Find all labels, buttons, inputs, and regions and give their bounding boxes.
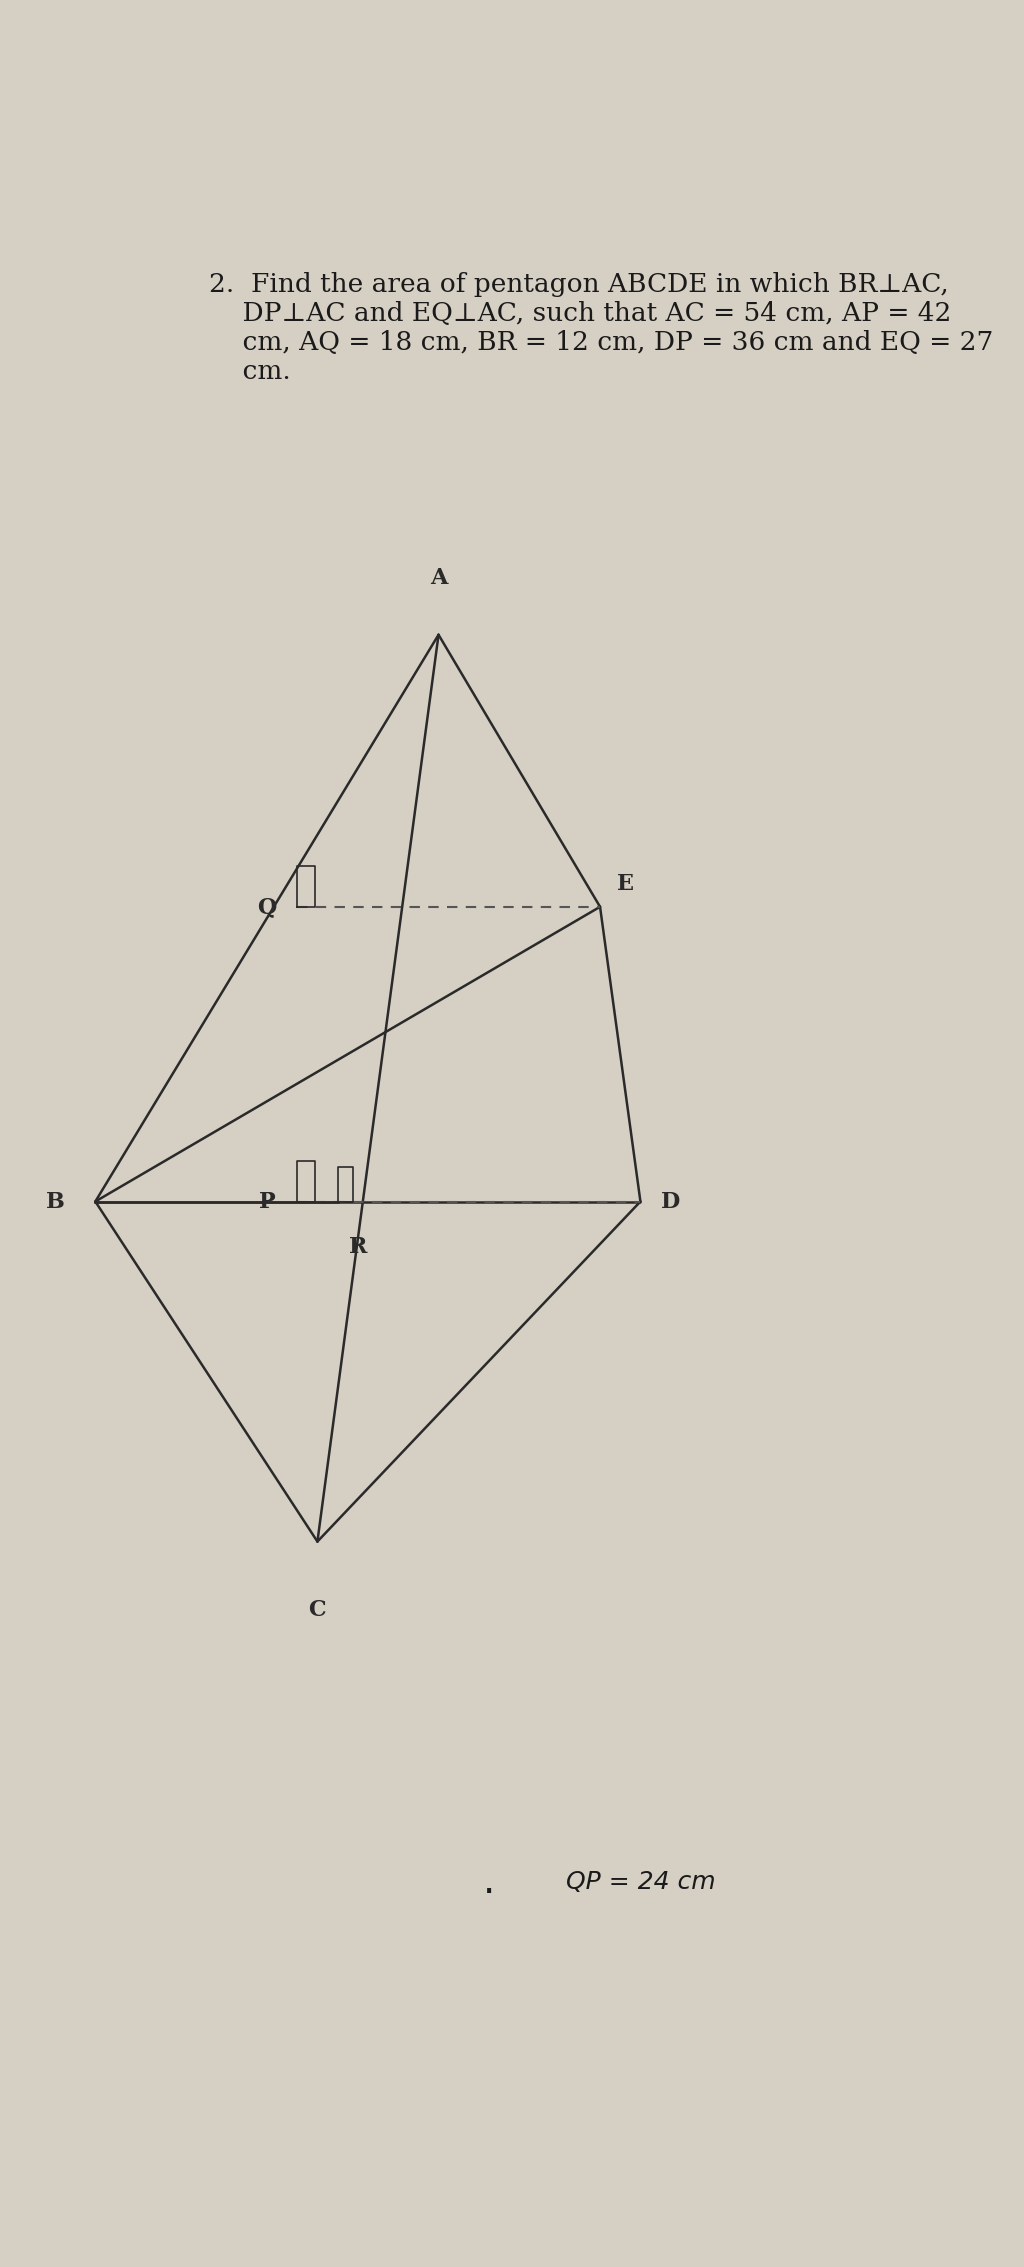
Text: B: B bbox=[45, 1190, 65, 1213]
Text: .: . bbox=[483, 1863, 496, 1900]
Text: R: R bbox=[348, 1236, 367, 1258]
Text: P: P bbox=[259, 1190, 275, 1213]
Text: D: D bbox=[662, 1190, 680, 1213]
Text: A: A bbox=[430, 567, 447, 589]
Text: Q: Q bbox=[257, 895, 276, 918]
Text: QP = 24 cm: QP = 24 cm bbox=[565, 1870, 715, 1893]
Text: E: E bbox=[616, 873, 634, 895]
Text: 2.  Find the area of pentagon ABCDE in which BR⊥AC,
    DP⊥AC and EQ⊥AC, such th: 2. Find the area of pentagon ABCDE in wh… bbox=[209, 272, 993, 383]
Text: C: C bbox=[308, 1598, 327, 1621]
